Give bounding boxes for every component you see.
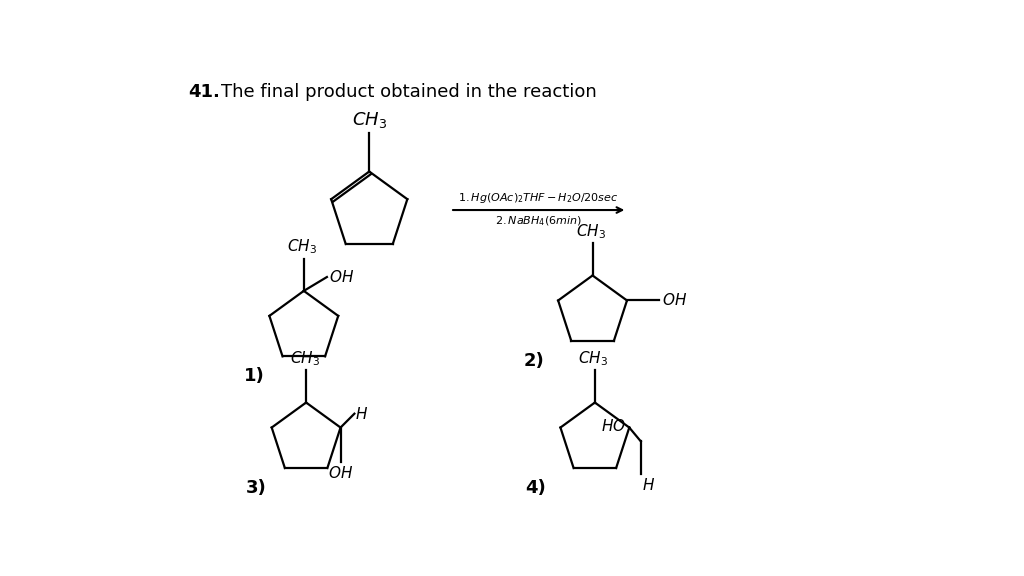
Text: $\mathit{2.NaBH_4(6min)}$: $\mathit{2.NaBH_4(6min)}$	[496, 215, 583, 228]
Text: 3): 3)	[246, 479, 267, 497]
Text: $\mathit{CH_3}$: $\mathit{CH_3}$	[288, 237, 317, 256]
Text: $\mathit{CH_3}$: $\mathit{CH_3}$	[579, 349, 608, 368]
Text: 41.: 41.	[188, 83, 220, 101]
Text: $\mathit{H}$: $\mathit{H}$	[642, 477, 655, 493]
Text: 2): 2)	[523, 352, 544, 370]
Text: $\mathit{CH_3}$: $\mathit{CH_3}$	[577, 222, 606, 241]
Text: $\mathit{OH}$: $\mathit{OH}$	[662, 293, 687, 309]
Text: 4): 4)	[525, 479, 547, 497]
Text: $\mathit{H}$: $\mathit{H}$	[355, 406, 369, 422]
Text: $\mathit{OH}$: $\mathit{OH}$	[328, 465, 353, 482]
Text: $\mathit{OH}$: $\mathit{OH}$	[330, 269, 354, 285]
Text: $\mathit{HO}$: $\mathit{HO}$	[601, 418, 627, 434]
Text: $\mathit{CH_3}$: $\mathit{CH_3}$	[351, 110, 387, 130]
Text: 1): 1)	[244, 367, 264, 385]
Text: $\mathit{CH_3}$: $\mathit{CH_3}$	[290, 349, 319, 368]
Text: The final product obtained in the reaction: The final product obtained in the reacti…	[221, 83, 597, 101]
Text: $\mathit{1.Hg(OAc)_2THF-H_2O/20sec}$: $\mathit{1.Hg(OAc)_2THF-H_2O/20sec}$	[459, 191, 618, 206]
